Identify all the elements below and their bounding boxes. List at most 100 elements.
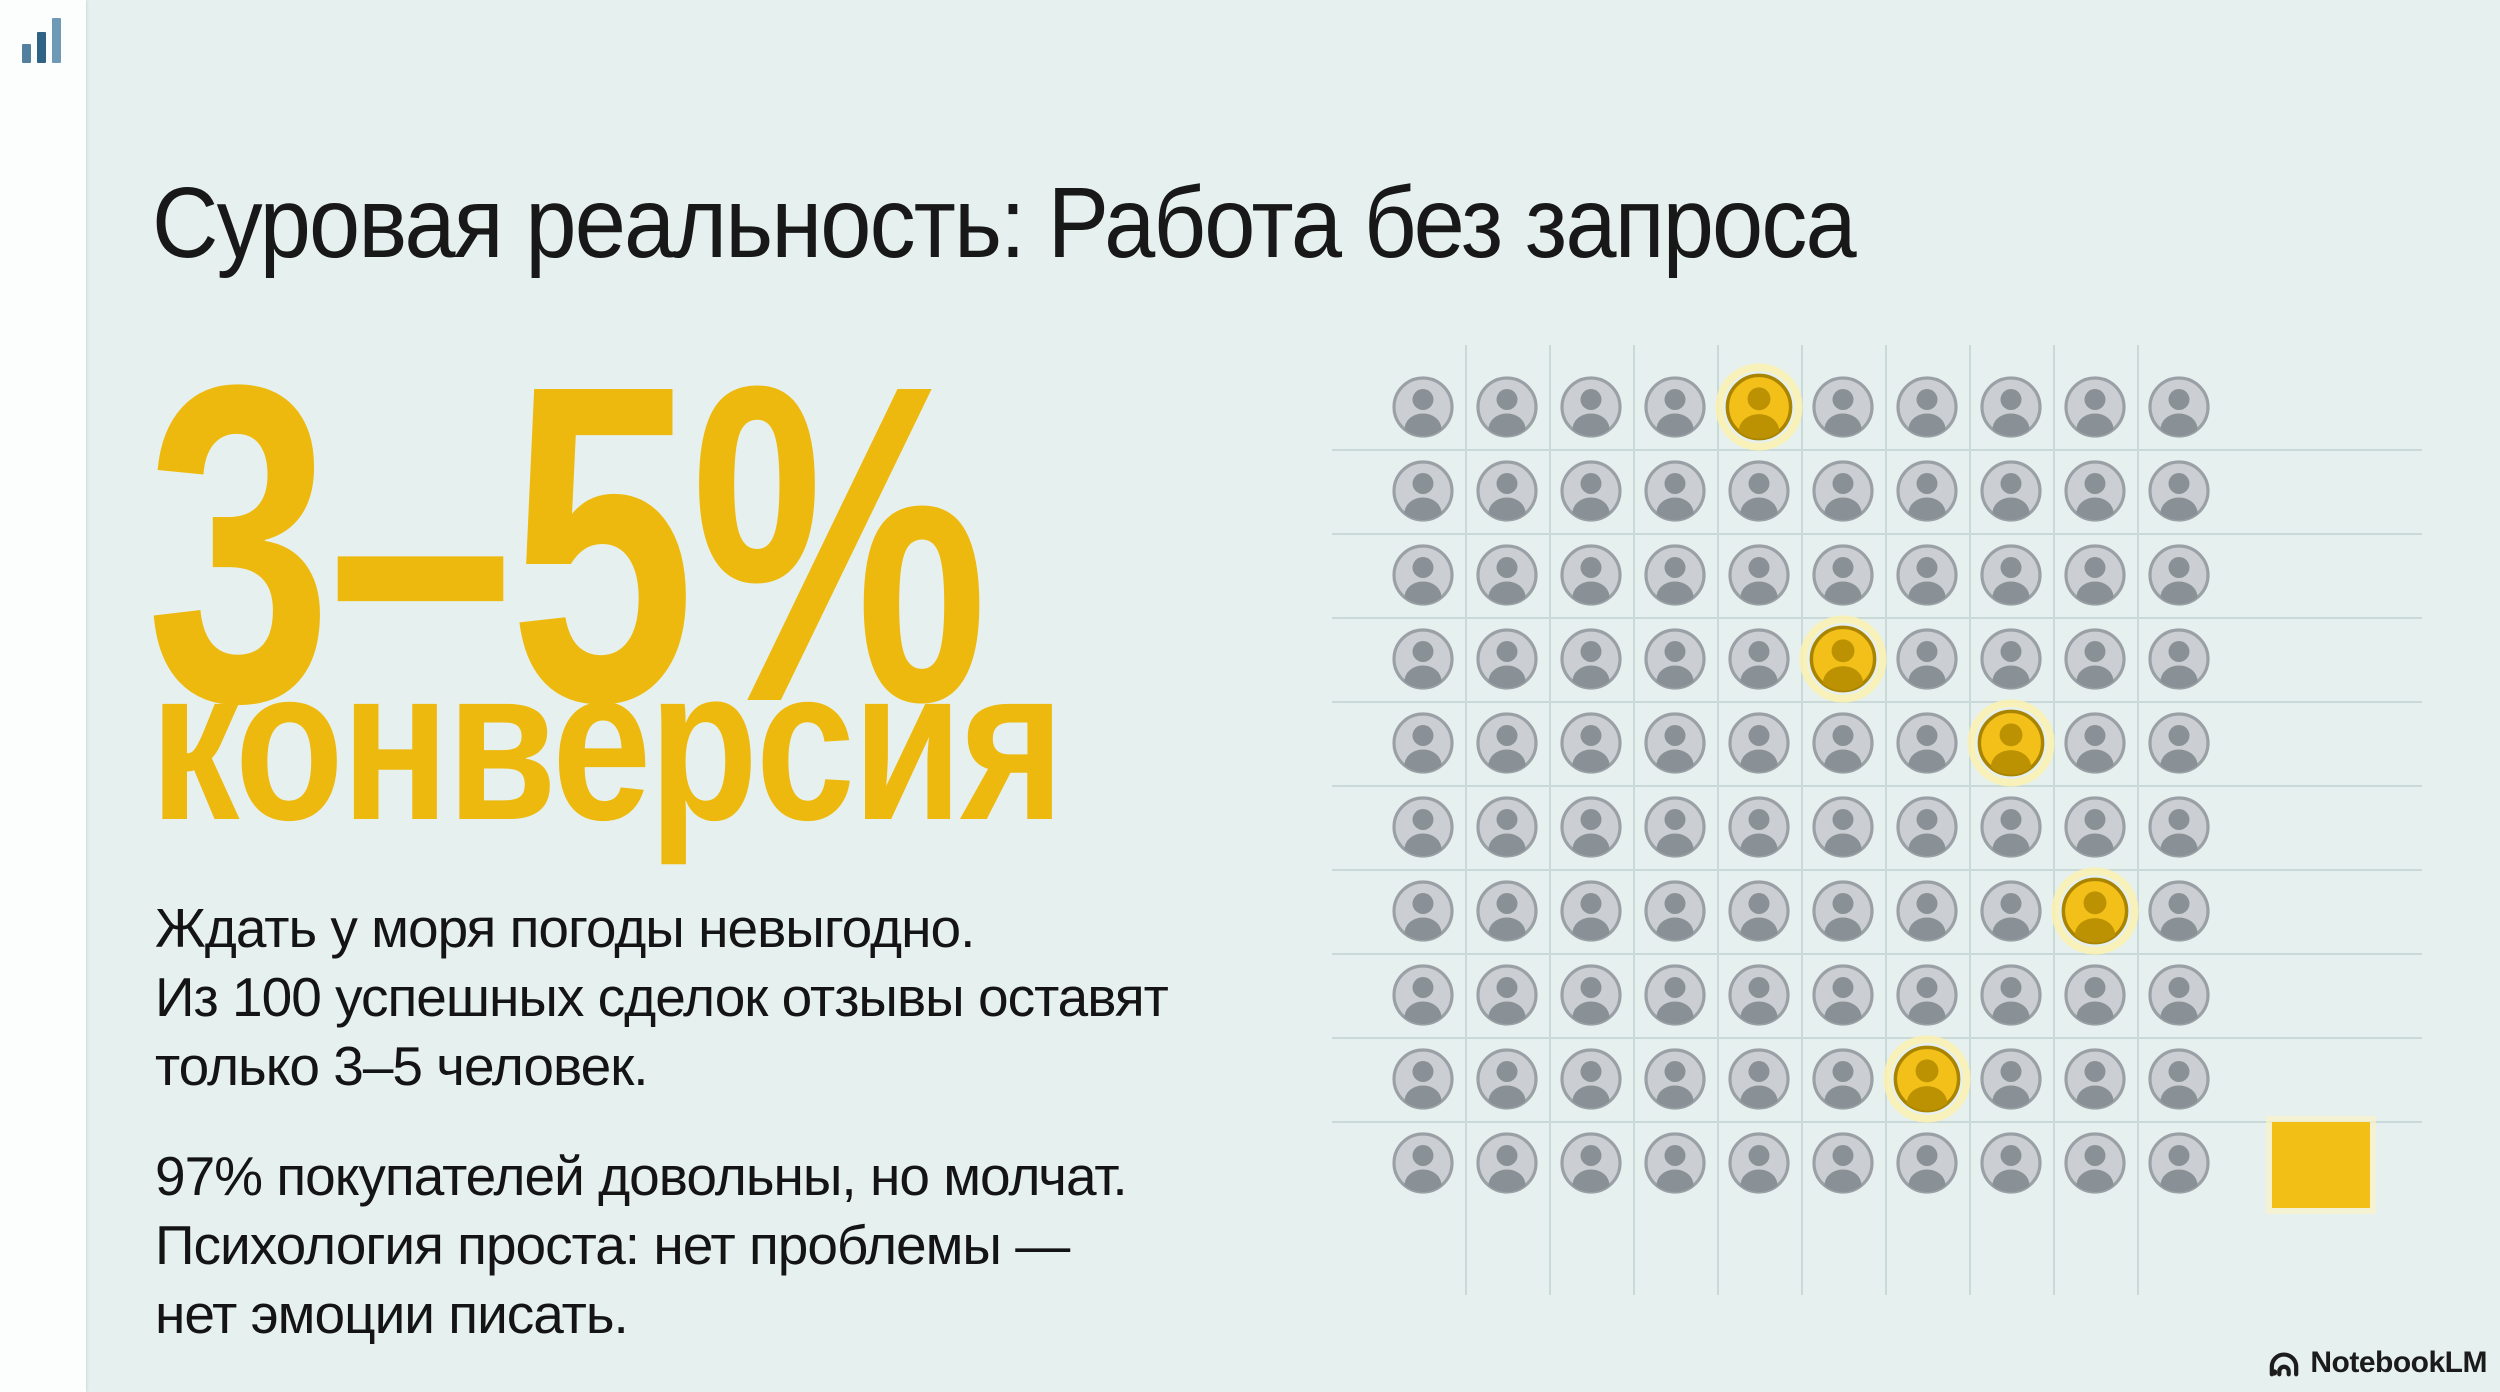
person-icon-highlighted: [1891, 1043, 1963, 1115]
person-icon: [2062, 794, 2128, 860]
person-icon: [2146, 1046, 2212, 1112]
notebooklm-logo-icon: [2267, 1348, 2301, 1378]
person-icon: [2146, 794, 2212, 860]
person-icon: [1642, 962, 1708, 1028]
person-icon: [1894, 1130, 1960, 1196]
paragraph-1-line-3: только 3–5 человек.: [155, 1035, 649, 1097]
person-icon: [1642, 1046, 1708, 1112]
person-icon: [2062, 710, 2128, 776]
person-icon: [1894, 710, 1960, 776]
paragraph-1: Ждать у моря погоды невыгодно. Из 100 ус…: [155, 894, 1169, 1101]
person-icon: [1474, 626, 1540, 692]
person-icon: [1474, 374, 1540, 440]
person-icon: [2146, 878, 2212, 944]
person-icon: [1978, 626, 2044, 692]
grid-line-vertical: [1717, 345, 1719, 1295]
person-icon-highlighted: [1807, 623, 1879, 695]
bar-chart-icon-bar: [37, 32, 46, 63]
person-icon: [1558, 878, 1624, 944]
person-icon-highlighted: [2059, 875, 2131, 947]
person-icon: [1894, 542, 1960, 608]
person-icon: [1474, 1130, 1540, 1196]
person-icon: [1390, 374, 1456, 440]
person-icon: [1558, 458, 1624, 524]
person-icon: [2146, 1130, 2212, 1196]
person-icon: [1978, 374, 2044, 440]
paragraph-2-line-1: 97% покупателей довольны, но молчат.: [155, 1145, 1128, 1207]
paragraph-1-line-1: Ждать у моря погоды невыгодно.: [155, 897, 975, 959]
person-icon: [1642, 626, 1708, 692]
grid-line-horizontal: [1332, 953, 2422, 955]
person-icon: [1810, 794, 1876, 860]
person-icon: [1390, 626, 1456, 692]
person-icon: [1474, 1046, 1540, 1112]
grid-line-horizontal: [1332, 785, 2422, 787]
grid-line-horizontal: [1332, 533, 2422, 535]
person-icon: [2062, 1046, 2128, 1112]
person-icon: [2146, 962, 2212, 1028]
person-icon: [1474, 962, 1540, 1028]
person-icon: [1978, 1130, 2044, 1196]
person-icon: [1558, 794, 1624, 860]
person-icon: [1810, 962, 1876, 1028]
legend-highlight-marker: [2272, 1122, 2370, 1208]
grid-line-vertical: [1549, 345, 1551, 1295]
grid-line-horizontal: [1332, 869, 2422, 871]
person-icon: [1726, 626, 1792, 692]
brand-footer: NotebookLM: [2267, 1346, 2487, 1380]
person-icon: [1642, 710, 1708, 776]
person-icon: [1726, 878, 1792, 944]
person-icon: [1810, 1130, 1876, 1196]
grid-line-vertical: [1465, 345, 1467, 1295]
person-icon: [1642, 794, 1708, 860]
person-icon: [1810, 710, 1876, 776]
person-icon: [1810, 878, 1876, 944]
person-icon: [1390, 962, 1456, 1028]
person-icon: [1726, 710, 1792, 776]
person-icon: [1558, 626, 1624, 692]
grid-line-vertical: [1633, 345, 1635, 1295]
grid-line-vertical: [1801, 345, 1803, 1295]
person-icon: [1894, 962, 1960, 1028]
person-icon-highlighted: [1723, 371, 1795, 443]
person-icon: [1474, 710, 1540, 776]
person-icon: [1726, 542, 1792, 608]
stat-value: 3–5%: [146, 291, 988, 796]
stat-label: конверсия: [150, 623, 1064, 866]
person-icon: [2062, 374, 2128, 440]
grid-line-vertical: [1969, 345, 1971, 1295]
person-icon: [1894, 458, 1960, 524]
person-icon-highlighted: [1975, 707, 2047, 779]
person-icon: [1474, 458, 1540, 524]
person-icon: [1978, 962, 2044, 1028]
brand-name: NotebookLM: [2310, 1346, 2487, 1379]
person-icon: [1642, 1130, 1708, 1196]
person-icon: [1894, 626, 1960, 692]
person-icon: [2062, 1130, 2128, 1196]
bar-chart-icon-bar: [52, 18, 61, 63]
pictograph-chart: [1332, 345, 2424, 1295]
person-icon: [1894, 794, 1960, 860]
person-icon: [1642, 458, 1708, 524]
grid-line-horizontal: [1332, 701, 2422, 703]
person-icon: [1558, 710, 1624, 776]
person-icon: [1642, 374, 1708, 440]
person-icon: [1390, 542, 1456, 608]
paragraph-2: 97% покупателей довольны, но молчат. Пси…: [155, 1142, 1128, 1349]
person-icon: [1810, 1046, 1876, 1112]
person-icon: [2146, 626, 2212, 692]
person-icon: [1978, 542, 2044, 608]
grid-line-vertical: [2137, 345, 2139, 1295]
person-icon: [1726, 1130, 1792, 1196]
person-icon: [2062, 542, 2128, 608]
person-icon: [1558, 1130, 1624, 1196]
person-icon: [1642, 542, 1708, 608]
person-icon: [1390, 1046, 1456, 1112]
paragraph-2-line-2: Психология проста: нет проблемы —: [155, 1214, 1070, 1276]
person-icon: [1978, 794, 2044, 860]
person-icon: [1390, 458, 1456, 524]
person-icon: [1390, 878, 1456, 944]
person-icon: [2062, 962, 2128, 1028]
person-icon: [1558, 374, 1624, 440]
